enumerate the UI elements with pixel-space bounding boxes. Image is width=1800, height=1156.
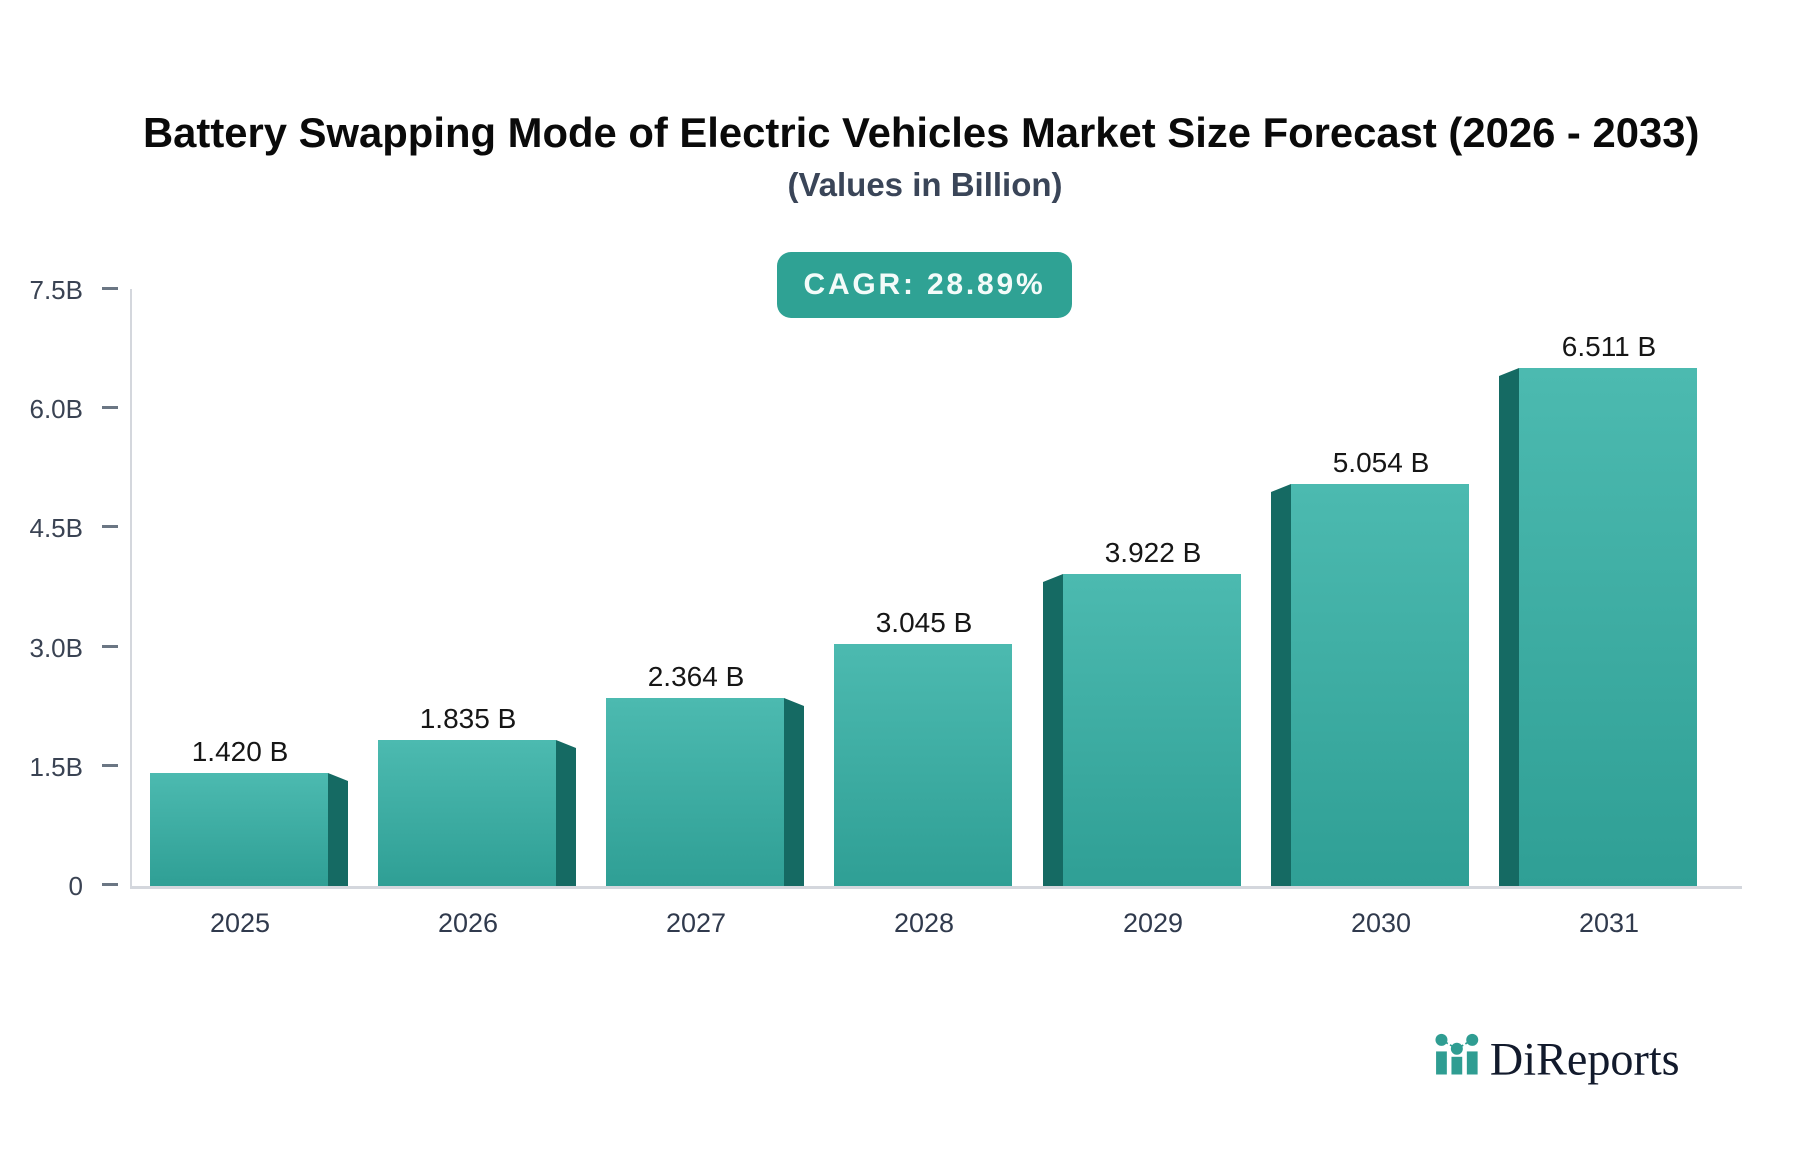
svg-text:DiReports: DiReports [1490, 1034, 1680, 1085]
